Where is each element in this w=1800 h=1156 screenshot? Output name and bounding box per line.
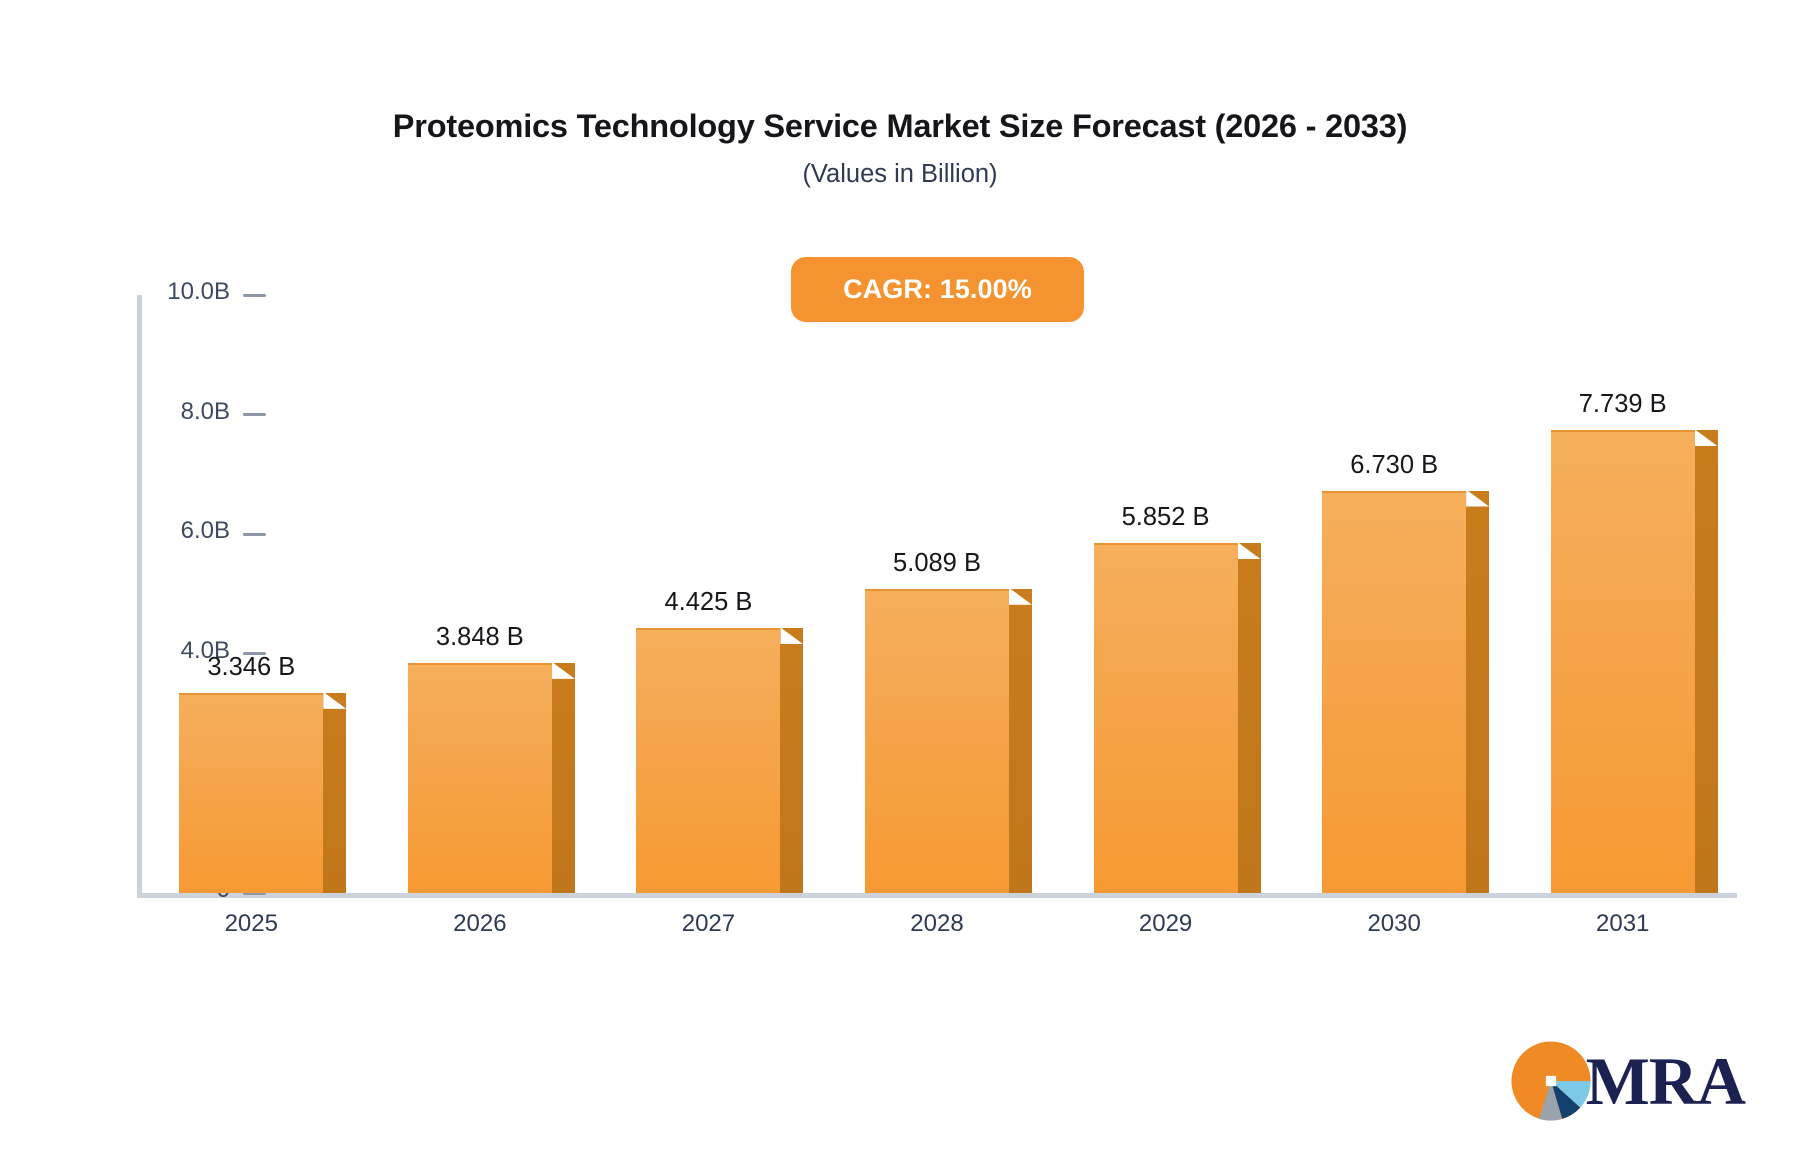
y-axis-tick-mark (243, 532, 266, 536)
x-axis-label: 2030 (1367, 910, 1421, 937)
bar-value-label: 3.848 B (435, 622, 524, 651)
bar-value-label: 5.089 B (893, 548, 981, 577)
cagr-badge: CAGR: 15.00% (791, 257, 1084, 322)
logo-wordmark: MRA (1585, 1043, 1746, 1119)
bar-value-label: 6.730 B (1350, 450, 1439, 479)
x-axis-label: 2026 (453, 910, 507, 937)
bar[interactable]: 3.848 B (407, 623, 575, 893)
bar[interactable]: 7.739 B (1550, 390, 1718, 893)
bar[interactable]: 5.089 B (865, 549, 1032, 893)
y-axis-tick-label: 4.0B (180, 636, 230, 664)
bar-side-face (1466, 490, 1490, 893)
y-axis-tick-mark (243, 652, 266, 656)
bar-side-face (1237, 543, 1261, 893)
bar-side-face (1009, 588, 1032, 893)
y-axis-tick-mark (243, 891, 266, 895)
bar[interactable]: 5.852 B (1093, 503, 1261, 893)
page-title: Proteomics Technology Service Market Siz… (392, 108, 1408, 144)
x-axis-label: 2025 (224, 910, 278, 937)
bar-front-face (1093, 543, 1238, 893)
bar-side-face (780, 628, 804, 893)
y-axis-line (137, 295, 142, 898)
bar-value-label: 7.739 B (1578, 390, 1667, 419)
bar-front-face (636, 628, 781, 893)
bar[interactable]: 6.730 B (1322, 451, 1490, 893)
x-axis-line (137, 893, 1737, 898)
bar[interactable]: 4.425 B (636, 588, 804, 893)
bar-value-label: 3.346 B (207, 652, 296, 681)
bar-side-face (323, 692, 347, 893)
bar-front-face (407, 662, 552, 893)
x-axis-label: 2028 (910, 910, 964, 937)
bar-front-face (179, 692, 324, 893)
y-axis-tick-label: 10.0B (167, 278, 230, 305)
x-axis-label: 2027 (681, 910, 736, 937)
y-axis-tick-label: 6.0B (180, 517, 230, 545)
title-block: Proteomics Technology Service Market Siz… (0, 108, 1800, 190)
y-axis-tick-mark (243, 413, 266, 417)
x-axis-label: 2031 (1596, 910, 1650, 937)
y-axis-tick-label: 8.0B (180, 397, 230, 425)
cagr-badge-label: CAGR: 15.00% (843, 274, 1032, 304)
bar-front-face (865, 588, 1009, 893)
chart-subtitle: (Values in Billion) (802, 160, 998, 189)
bar-front-face (1322, 490, 1467, 893)
bar-side-face (1694, 430, 1718, 893)
y-axis-tick-mark (243, 293, 266, 297)
bar-value-label: 4.425 B (664, 588, 753, 617)
bar-front-face (1550, 430, 1695, 893)
x-axis-label: 2029 (1138, 910, 1193, 937)
bar[interactable]: 3.346 B (179, 653, 347, 893)
bar-side-face (551, 662, 575, 893)
pie-chart-logo-icon (1511, 1041, 1591, 1121)
bar-value-label: 5.852 B (1121, 503, 1210, 532)
mra-logo: MRA (1508, 1038, 1746, 1124)
